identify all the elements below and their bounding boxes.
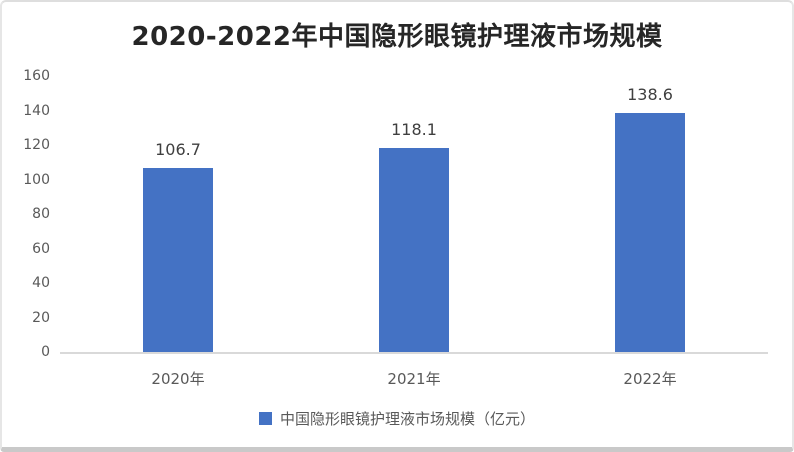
bar-2020年 bbox=[142, 167, 213, 352]
y-axis: 0 20 40 60 80 100 120 140 160 bbox=[10, 69, 50, 359]
y-axis-tick-label: 0 bbox=[41, 344, 50, 360]
bar-2021年 bbox=[379, 148, 449, 352]
y-axis-tick-label: 40 bbox=[32, 275, 50, 291]
y-axis-tick-label: 120 bbox=[23, 137, 50, 153]
bar-value-label: 106.7 bbox=[155, 139, 201, 159]
legend-label: 中国隐形眼镜护理液市场规模（亿元） bbox=[279, 410, 535, 428]
bar-value-label: 138.6 bbox=[627, 84, 673, 104]
legend: 中国隐形眼镜护理液市场规模（亿元） bbox=[2, 408, 792, 429]
y-axis-tick-label: 140 bbox=[23, 102, 50, 119]
x-axis-label: 2021年 bbox=[387, 370, 441, 388]
x-axis: 2020年 2021年 2022年 bbox=[60, 368, 768, 390]
x-axis-label: 2022年 bbox=[623, 370, 677, 388]
bar-value-label: 118.1 bbox=[391, 120, 437, 140]
chart-title: 2020-2022年中国隐形眼镜护理液市场规模 bbox=[131, 22, 663, 52]
y-axis-tick-label: 160 bbox=[23, 68, 50, 84]
y-axis-tick-label: 20 bbox=[32, 309, 50, 326]
bar-2022年 bbox=[615, 112, 685, 352]
y-axis-tick-label: 80 bbox=[32, 206, 50, 222]
x-axis-label: 2020年 bbox=[151, 370, 205, 388]
y-axis-tick-label: 60 bbox=[32, 240, 50, 257]
legend-marker-icon bbox=[258, 412, 272, 425]
plot-area: 106.7 118.1 138.6 bbox=[60, 76, 768, 354]
y-axis-tick-label: 100 bbox=[23, 171, 50, 188]
